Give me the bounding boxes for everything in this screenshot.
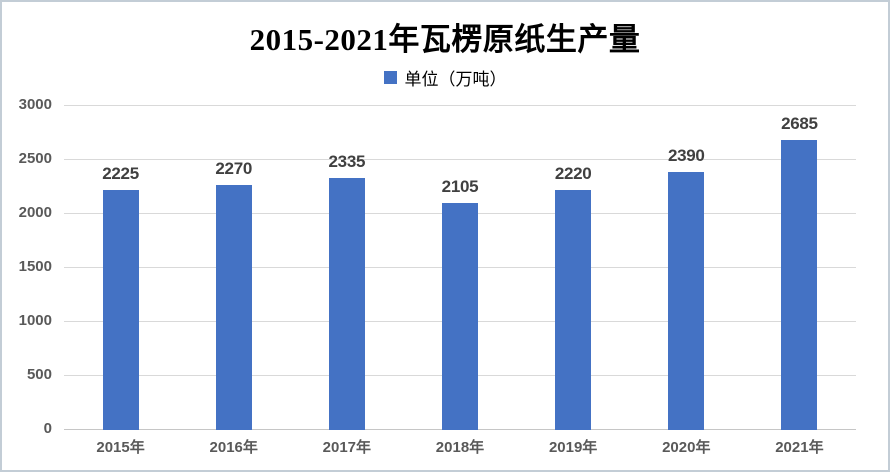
bar-column: 2105 xyxy=(403,106,516,430)
bar xyxy=(781,140,818,430)
bar xyxy=(328,177,365,430)
bar-column: 2270 xyxy=(177,106,290,430)
x-axis-labels: 2015年 2016年 2017年 2018年 2019年 2020年 2021年 xyxy=(64,436,856,462)
bar-data-label: 2390 xyxy=(667,145,705,165)
bar-data-label: 2685 xyxy=(781,114,818,134)
bar-data-label: 2335 xyxy=(328,151,366,171)
x-tick-label: 2017年 xyxy=(322,439,372,456)
bars-row: 2225 2270 2335 2105 2220 2390 2685 xyxy=(64,106,856,430)
y-tick-label: 2500 xyxy=(18,150,52,167)
bar xyxy=(555,190,592,430)
y-tick-label: 0 xyxy=(43,420,52,437)
y-tick-label: 500 xyxy=(26,366,52,384)
gridline xyxy=(64,159,856,160)
bar xyxy=(215,184,252,430)
bar xyxy=(441,202,478,430)
x-tick-label: 2020年 xyxy=(662,439,711,456)
legend: 单位（万吨） xyxy=(2,65,888,90)
x-tick-label: 2021年 xyxy=(775,439,824,456)
bar-data-label: 2270 xyxy=(215,158,253,178)
bar xyxy=(102,189,139,430)
bar-column: 2220 xyxy=(517,106,630,430)
chart-title: 2015-2021年瓦楞原纸生产量 xyxy=(249,22,641,57)
bar-data-label: 2225 xyxy=(102,163,139,183)
bar-data-label: 2220 xyxy=(554,164,592,184)
x-tick-label: 2018年 xyxy=(435,439,485,456)
y-tick-label: 2000 xyxy=(18,204,52,222)
bar-column: 2225 xyxy=(64,106,177,430)
bar-column: 2685 xyxy=(743,106,856,430)
y-tick-label: 3000 xyxy=(18,96,52,113)
gridline xyxy=(64,105,856,106)
bar-column: 2390 xyxy=(630,106,743,430)
y-tick-label: 1500 xyxy=(18,258,52,275)
bar xyxy=(668,171,705,430)
x-tick-label: 2019年 xyxy=(548,439,598,456)
bar-column: 2335 xyxy=(290,106,403,430)
bar-data-label: 2105 xyxy=(441,176,479,196)
legend-label: 单位（万吨） xyxy=(404,70,507,89)
y-tick-label: 1000 xyxy=(18,312,52,330)
x-tick-label: 2015年 xyxy=(96,439,145,456)
legend-swatch-icon xyxy=(383,71,397,84)
plot-area: 0 500 1000 1500 2000 2500 3000 2225 2270 2335 2105… xyxy=(19,96,856,437)
x-tick-label: 2016年 xyxy=(209,439,258,456)
